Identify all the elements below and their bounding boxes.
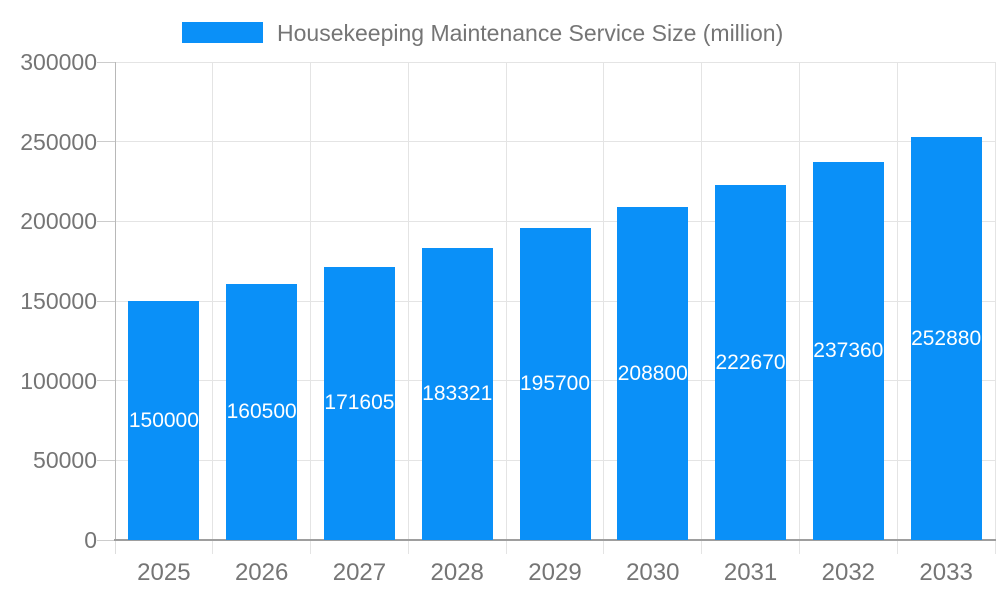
x-axis-label: 2028 bbox=[430, 559, 484, 586]
gridline bbox=[798, 62, 800, 554]
bar-2031[interactable]: 222670 bbox=[715, 185, 787, 540]
bar-value-label: 150000 bbox=[128, 408, 199, 432]
bar-value-label: 171605 bbox=[324, 391, 395, 415]
gridline bbox=[115, 220, 995, 222]
y-axis-label: 50000 bbox=[33, 447, 97, 474]
x-axis-label: 2033 bbox=[919, 559, 973, 586]
legend-swatch-icon bbox=[182, 22, 263, 43]
bar-value-label: 208800 bbox=[617, 361, 688, 385]
bar-value-label: 195700 bbox=[519, 372, 591, 396]
y-tick bbox=[97, 539, 115, 541]
x-axis-label: 2032 bbox=[821, 559, 876, 586]
bar-2025[interactable]: 150000 bbox=[128, 301, 200, 540]
gridline bbox=[310, 62, 312, 554]
bar-2028[interactable]: 183321 bbox=[421, 247, 493, 540]
y-axis-label: 0 bbox=[84, 527, 97, 553]
x-axis-label: 2029 bbox=[528, 559, 582, 586]
x-axis-line bbox=[114, 539, 996, 541]
bar-2027[interactable]: 171605 bbox=[323, 266, 395, 540]
bar-2030[interactable]: 208800 bbox=[617, 207, 689, 540]
y-axis-label: 300000 bbox=[20, 49, 97, 75]
y-axis-label: 200000 bbox=[20, 208, 97, 235]
y-axis-label: 250000 bbox=[20, 128, 97, 155]
x-axis-label: 2030 bbox=[626, 559, 680, 586]
gridline bbox=[701, 62, 703, 554]
bar-value-label: 183321 bbox=[422, 381, 493, 405]
y-axis-label: 150000 bbox=[20, 288, 97, 314]
y-tick bbox=[97, 141, 115, 143]
gridline bbox=[994, 62, 996, 554]
y-axis-label: 100000 bbox=[20, 367, 97, 394]
legend-label: Housekeeping Maintenance Service Size (m… bbox=[277, 20, 784, 46]
y-axis-line bbox=[115, 62, 116, 540]
x-axis-label: 2025 bbox=[137, 559, 191, 586]
gridline bbox=[115, 141, 995, 143]
y-tick bbox=[97, 459, 115, 461]
x-tick bbox=[114, 540, 116, 554]
gridline bbox=[603, 62, 605, 554]
bar-2033[interactable]: 252880 bbox=[910, 137, 982, 540]
y-tick bbox=[97, 220, 115, 222]
gridline bbox=[896, 62, 898, 554]
gridline bbox=[505, 62, 507, 554]
bar-value-label: 160500 bbox=[226, 400, 297, 424]
y-tick bbox=[97, 380, 115, 382]
y-tick bbox=[97, 300, 115, 302]
x-axis-label: 2027 bbox=[332, 559, 387, 586]
x-axis-label: 2026 bbox=[234, 559, 289, 586]
bar-value-label: 237360 bbox=[813, 338, 884, 362]
x-axis-label: 2031 bbox=[723, 559, 778, 586]
bar-2032[interactable]: 237360 bbox=[812, 161, 884, 540]
gridline bbox=[115, 61, 995, 63]
bar-2026[interactable]: 160500 bbox=[226, 284, 298, 540]
bar-2029[interactable]: 195700 bbox=[519, 228, 591, 540]
bar-value-label: 222670 bbox=[715, 350, 786, 374]
gridline bbox=[212, 62, 214, 554]
gridline bbox=[407, 62, 409, 554]
y-tick bbox=[97, 61, 115, 63]
bar-value-label: 252880 bbox=[911, 326, 982, 350]
plot-area: 150000 160500 171605 183321 195700 208800 2226… bbox=[97, 61, 996, 554]
